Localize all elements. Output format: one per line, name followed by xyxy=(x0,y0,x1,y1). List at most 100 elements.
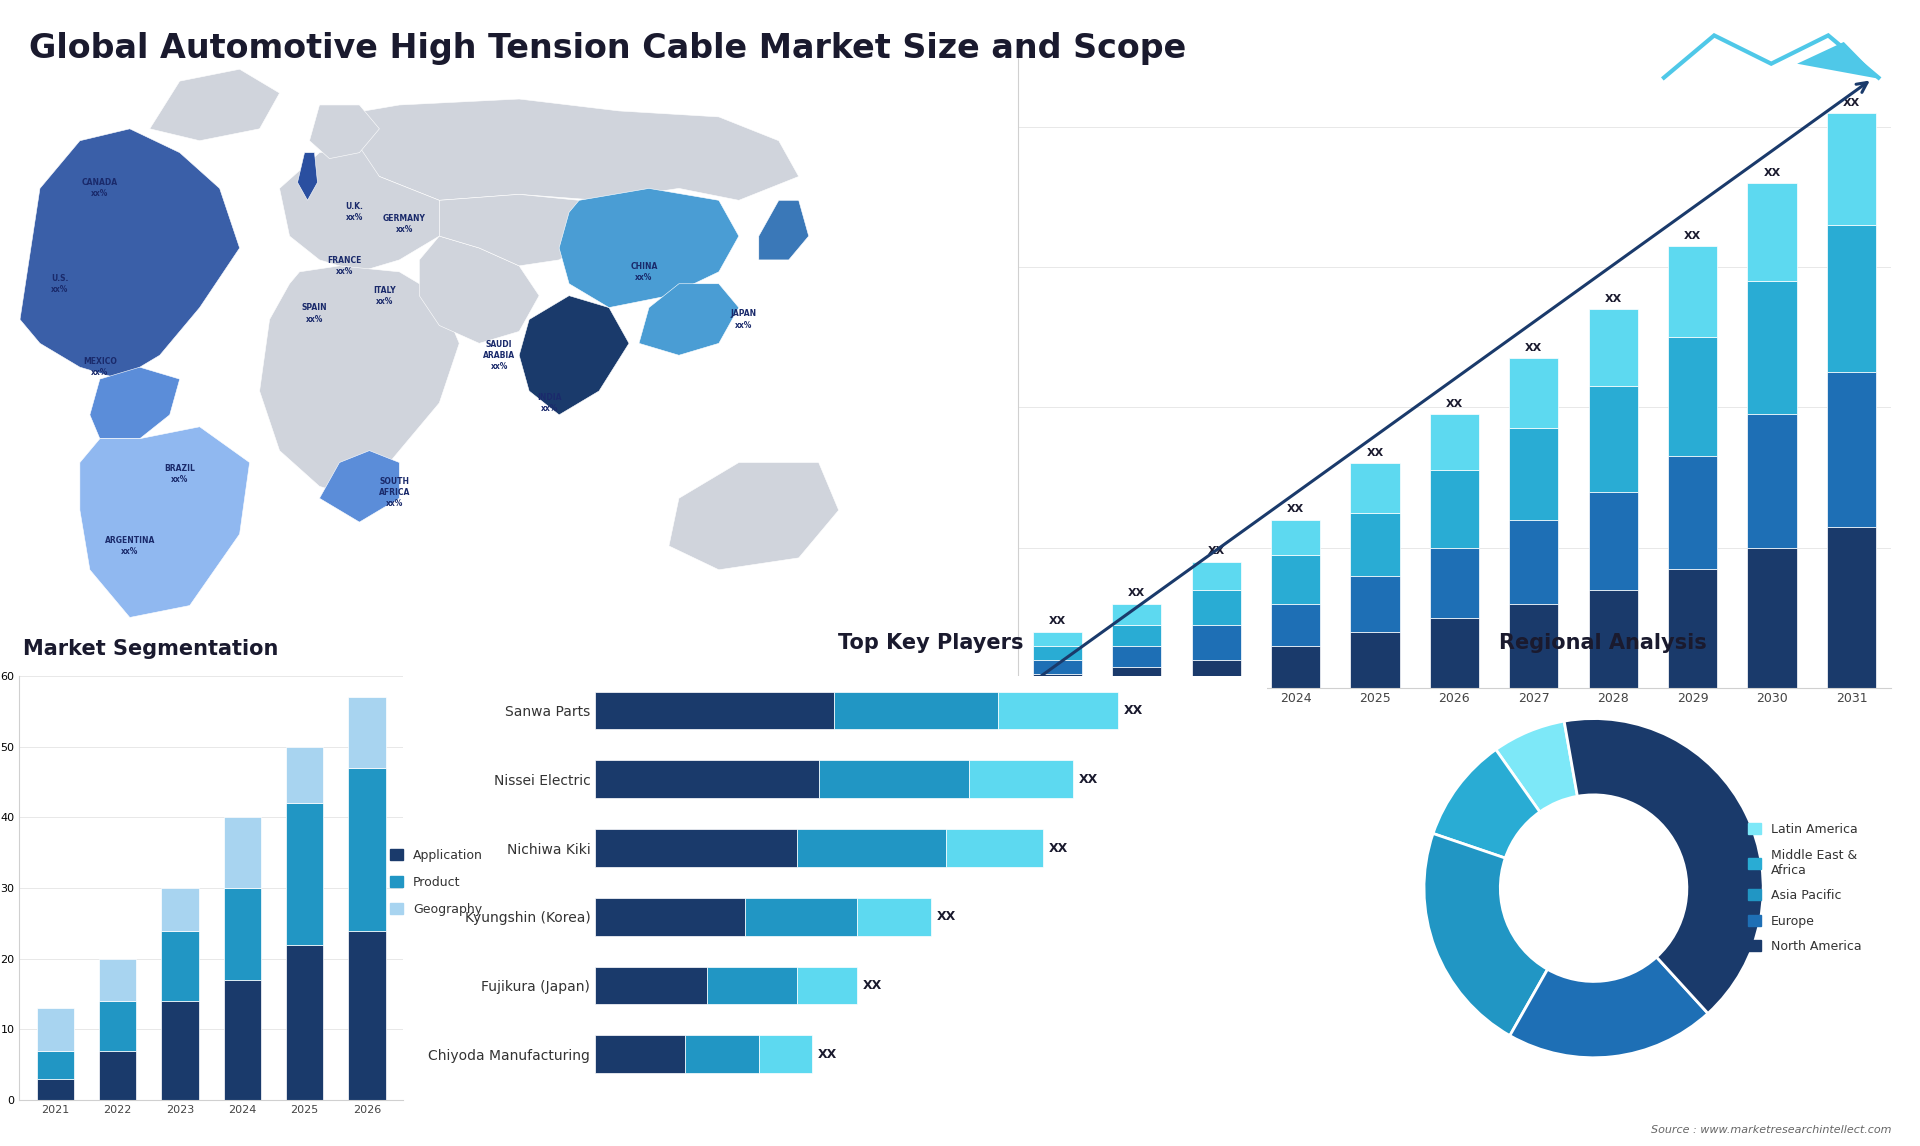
Bar xyxy=(36,1080,75,1100)
Bar xyxy=(1747,548,1797,688)
Bar xyxy=(595,692,833,730)
Wedge shape xyxy=(1425,833,1548,1036)
Bar xyxy=(1430,618,1478,688)
Bar xyxy=(1271,519,1321,555)
Bar xyxy=(595,830,797,868)
Legend: Application, Product, Geography: Application, Product, Geography xyxy=(390,849,482,916)
Bar xyxy=(797,967,856,1004)
Text: XX: XX xyxy=(1684,230,1701,241)
Bar xyxy=(1350,512,1400,575)
Polygon shape xyxy=(758,201,808,260)
Text: XX: XX xyxy=(1605,293,1622,304)
Polygon shape xyxy=(259,266,459,499)
Text: XX: XX xyxy=(937,910,956,924)
Bar xyxy=(1588,309,1638,386)
Bar xyxy=(595,1036,685,1073)
Bar xyxy=(1112,604,1162,625)
Bar xyxy=(1588,589,1638,688)
Bar xyxy=(161,888,200,931)
Bar xyxy=(100,1002,136,1051)
Bar xyxy=(348,768,386,931)
Text: INDIA
xx%: INDIA xx% xyxy=(538,393,561,413)
Bar xyxy=(1747,282,1797,415)
Bar xyxy=(36,1051,75,1080)
Bar xyxy=(1350,631,1400,688)
Wedge shape xyxy=(1565,719,1763,1013)
Bar xyxy=(1192,660,1240,688)
Bar xyxy=(797,830,947,868)
Polygon shape xyxy=(319,450,399,523)
Text: ARGENTINA
xx%: ARGENTINA xx% xyxy=(104,536,156,556)
Text: XX: XX xyxy=(862,979,881,992)
Text: Market Segmentation: Market Segmentation xyxy=(23,639,278,659)
Bar xyxy=(1112,625,1162,645)
Polygon shape xyxy=(559,188,739,307)
Text: XX: XX xyxy=(1123,704,1142,717)
Text: CANADA
xx%: CANADA xx% xyxy=(83,179,117,198)
Bar xyxy=(348,697,386,768)
Bar xyxy=(161,931,200,1002)
Polygon shape xyxy=(298,152,317,201)
Bar xyxy=(820,761,968,798)
Bar xyxy=(348,931,386,1100)
Bar xyxy=(998,692,1117,730)
Text: SOUTH
AFRICA
xx%: SOUTH AFRICA xx% xyxy=(378,477,411,508)
Bar xyxy=(1033,674,1083,688)
Bar xyxy=(595,967,707,1004)
Bar xyxy=(286,944,323,1100)
Bar xyxy=(947,830,1043,868)
Bar xyxy=(1826,372,1876,526)
Bar xyxy=(707,967,797,1004)
Bar xyxy=(1509,359,1559,429)
Text: XX: XX xyxy=(818,1047,837,1061)
Bar xyxy=(1588,386,1638,492)
Bar xyxy=(1033,645,1083,660)
Bar xyxy=(1826,226,1876,372)
Bar xyxy=(1747,183,1797,282)
Bar xyxy=(1112,645,1162,667)
Bar xyxy=(1271,604,1321,645)
Text: XX: XX xyxy=(1286,504,1304,513)
Bar xyxy=(1271,555,1321,604)
Bar xyxy=(968,761,1073,798)
Text: Top Key Players: Top Key Players xyxy=(839,634,1023,653)
Bar xyxy=(1033,660,1083,674)
Wedge shape xyxy=(1509,957,1709,1058)
Text: XX: XX xyxy=(1129,588,1146,598)
Text: XX: XX xyxy=(1446,399,1463,409)
Bar xyxy=(745,898,856,935)
Text: XX: XX xyxy=(1367,448,1384,458)
Bar xyxy=(1588,492,1638,589)
Bar xyxy=(1826,526,1876,688)
Bar xyxy=(1509,429,1559,519)
Bar xyxy=(223,888,261,980)
Bar xyxy=(1509,604,1559,688)
Bar xyxy=(1747,415,1797,548)
Bar xyxy=(1826,113,1876,226)
Bar xyxy=(161,1002,200,1100)
Polygon shape xyxy=(90,367,180,439)
Text: BRAZIL
xx%: BRAZIL xx% xyxy=(165,464,196,485)
Polygon shape xyxy=(81,426,250,618)
Bar xyxy=(1668,337,1716,456)
Polygon shape xyxy=(518,296,630,415)
Text: XX: XX xyxy=(1048,615,1066,626)
Bar xyxy=(1509,519,1559,604)
Text: U.K.
xx%: U.K. xx% xyxy=(346,202,363,222)
Text: CHINA
xx%: CHINA xx% xyxy=(630,261,659,282)
Text: U.S.
xx%: U.S. xx% xyxy=(52,274,69,293)
Polygon shape xyxy=(19,128,240,379)
Bar xyxy=(1192,625,1240,660)
Bar xyxy=(100,1051,136,1100)
Bar xyxy=(1192,589,1240,625)
Bar xyxy=(1112,667,1162,688)
Polygon shape xyxy=(150,69,280,141)
Bar xyxy=(223,980,261,1100)
Legend: Latin America, Middle East &
Africa, Asia Pacific, Europe, North America: Latin America, Middle East & Africa, Asi… xyxy=(1749,823,1860,953)
Text: JAPAN
xx%: JAPAN xx% xyxy=(732,309,756,330)
Bar xyxy=(223,817,261,888)
Text: FRANCE
xx%: FRANCE xx% xyxy=(326,256,361,276)
Text: XX: XX xyxy=(1763,167,1780,178)
Text: SPAIN
xx%: SPAIN xx% xyxy=(301,304,326,323)
Bar xyxy=(1430,415,1478,471)
